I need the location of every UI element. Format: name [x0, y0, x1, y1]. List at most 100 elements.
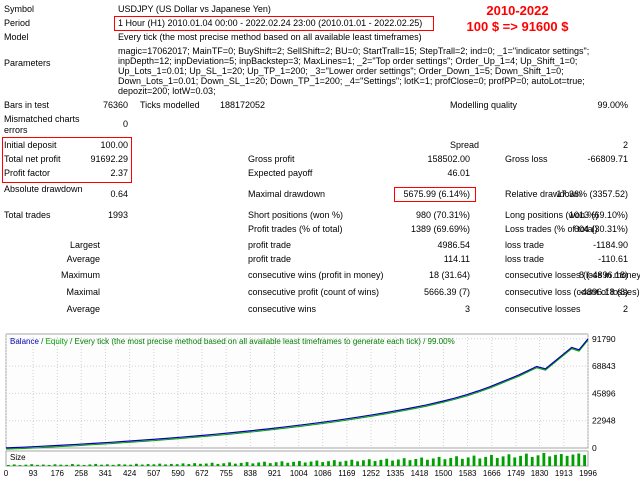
- bars-label: Bars in test: [4, 100, 50, 110]
- row-maximum-consecutive: Maximum consecutive wins (profit in mone…: [0, 270, 640, 282]
- svg-text:1004: 1004: [290, 469, 308, 478]
- svg-text:1335: 1335: [386, 469, 404, 478]
- consecutive-losses-label: consecutive losses (loss in money): [505, 270, 640, 280]
- quality-value: 99.00%: [597, 100, 628, 110]
- net-profit-value: 91692.29: [90, 154, 128, 164]
- average-loss-trade-label: loss trade: [505, 254, 545, 264]
- annotation-result: 100 $ => 91600 $: [466, 19, 569, 34]
- profit-trades-value: 1389 (69.69%): [410, 224, 470, 234]
- svg-text:0: 0: [592, 443, 597, 453]
- svg-text:45896: 45896: [592, 388, 616, 398]
- svg-text:1749: 1749: [507, 469, 525, 478]
- consecutive-wins-label: consecutive wins (profit in money): [248, 270, 384, 280]
- svg-text:Size: Size: [10, 453, 26, 462]
- model-value: Every tick (the most precise method base…: [118, 32, 422, 42]
- average-profit-trade-label: profit trade: [248, 254, 292, 264]
- row-symbol: Symbol USDJPY (US Dollar vs Japanese Yen…: [0, 4, 640, 16]
- consecutive-profit-label: consecutive profit (count of wins): [248, 287, 380, 297]
- row-parameters: Parameters magic=17062017; MainTF=0; Buy…: [0, 46, 640, 98]
- row-mismatch: Mismatched charts errors 0: [0, 114, 640, 138]
- long-positions-label: Long positions (won %): [505, 210, 599, 220]
- profit-factor-value: 2.37: [110, 168, 128, 178]
- abs-drawdown-label: Absolute drawdown: [4, 184, 83, 194]
- short-positions-value: 980 (70.31%): [415, 210, 470, 220]
- svg-text:1666: 1666: [483, 469, 501, 478]
- largest-label: Largest: [69, 240, 100, 250]
- spread-label: Spread: [450, 140, 480, 150]
- svg-text:1500: 1500: [434, 469, 452, 478]
- svg-text:1583: 1583: [459, 469, 477, 478]
- payoff-value: 46.01: [447, 168, 470, 178]
- gross-loss-label: Gross loss: [505, 154, 548, 164]
- svg-text:258: 258: [75, 469, 89, 478]
- payoff-label: Expected payoff: [248, 168, 313, 178]
- row-largest: Largest profit trade 4986.54 loss trade …: [0, 240, 640, 252]
- row-net-profit: Total net profit 91692.29 Gross profit 1…: [0, 154, 640, 166]
- svg-text:93: 93: [29, 469, 38, 478]
- bars-value: 76360: [102, 100, 128, 110]
- svg-text:921: 921: [268, 469, 282, 478]
- long-positions-value: 1013 (69.10%): [568, 210, 628, 220]
- svg-text:22948: 22948: [592, 416, 616, 426]
- largest-profit-trade-label: profit trade: [248, 240, 292, 250]
- consecutive-loss-value: -4896.18 (8): [578, 287, 628, 297]
- annotation: 2010-2022 100 $ => 91600 $: [420, 3, 615, 35]
- svg-text:Balance / Equity / Every tick: Balance / Equity / Every tick (the most …: [10, 337, 455, 346]
- quality-label: Modelling quality: [450, 100, 518, 110]
- ticks-label: Ticks modelled: [140, 100, 200, 110]
- total-trades-label: Total trades: [4, 210, 51, 220]
- svg-text:672: 672: [195, 469, 209, 478]
- gross-profit-label: Gross profit: [248, 154, 295, 164]
- avg-consecutive-losses-value: 2: [622, 304, 628, 314]
- avg-consecutive-wins-label: consecutive wins: [248, 304, 317, 314]
- highlight-box-drawdown: [394, 187, 476, 202]
- maximum-label: Maximum: [60, 270, 100, 280]
- row-drawdown: Absolute drawdown 0.64 Maximal drawdown …: [0, 184, 640, 208]
- row-model: Model Every tick (the most precise metho…: [0, 32, 640, 44]
- svg-text:1418: 1418: [411, 469, 429, 478]
- row-total-trades: Total trades 1993 Short positions (won %…: [0, 210, 640, 222]
- consecutive-profit-value: 5666.39 (7): [423, 287, 470, 297]
- consecutive-loss-label: consecutive loss (count of losses): [505, 287, 640, 297]
- row-maximal-consecutive: Maximal consecutive profit (count of win…: [0, 287, 640, 299]
- largest-profit-trade-value: 4986.54: [437, 240, 470, 250]
- svg-text:1252: 1252: [362, 469, 380, 478]
- mismatch-label: Mismatched charts errors: [4, 114, 80, 135]
- gross-loss-value: -66809.71: [587, 154, 628, 164]
- highlight-box-deposit: [2, 137, 132, 183]
- largest-loss-trade-value: -1184.90: [593, 240, 628, 250]
- consecutive-losses-value: 8 (-4896.18): [578, 270, 628, 280]
- symbol-value: USDJPY (US Dollar vs Japanese Yen): [118, 4, 271, 14]
- profit-trades-label: Profit trades (% of total): [248, 224, 343, 234]
- average-loss-trade-value: -110.61: [598, 254, 628, 264]
- period-label: Period: [4, 18, 31, 28]
- consecutive-wins-value: 18 (31.64): [428, 270, 470, 280]
- svg-text:590: 590: [171, 469, 185, 478]
- avg-consecutive-losses-label: consecutive losses: [505, 304, 581, 314]
- avg-consecutive-wins-value: 3: [464, 304, 470, 314]
- model-label: Model: [4, 32, 29, 42]
- average-profit-trade-value: 114.11: [443, 254, 470, 264]
- net-profit-label: Total net profit: [4, 154, 61, 164]
- loss-trades-value: 604 (30.31%): [573, 224, 628, 234]
- parameters-label: Parameters: [4, 58, 51, 68]
- avg-consecutive-label: Average: [66, 304, 100, 314]
- short-positions-label: Short positions (won %): [248, 210, 344, 220]
- total-trades-value: 1993: [107, 210, 128, 220]
- average-label: Average: [66, 254, 100, 264]
- mismatch-value: 0: [122, 119, 128, 129]
- ticks-value: 188172052: [219, 100, 265, 110]
- deposit-value: 100.00: [100, 140, 128, 150]
- svg-text:1913: 1913: [555, 469, 573, 478]
- symbol-label: Symbol: [4, 4, 35, 14]
- row-period: Period 1 Hour (H1) 2010.01.04 00:00 - 20…: [0, 18, 640, 30]
- svg-text:0: 0: [4, 469, 9, 478]
- abs-drawdown-value: 0.64: [110, 189, 128, 199]
- svg-text:1830: 1830: [531, 469, 549, 478]
- largest-loss-trade-label: loss trade: [505, 240, 545, 250]
- svg-text:1169: 1169: [338, 469, 356, 478]
- loss-trades-label: Loss trades (% of total): [505, 224, 598, 234]
- balance-equity-graph: 0 93 176 258 341 424 507 590 672 755 838 921 1004 108…: [4, 333, 616, 478]
- deposit-label: Initial deposit: [4, 140, 57, 150]
